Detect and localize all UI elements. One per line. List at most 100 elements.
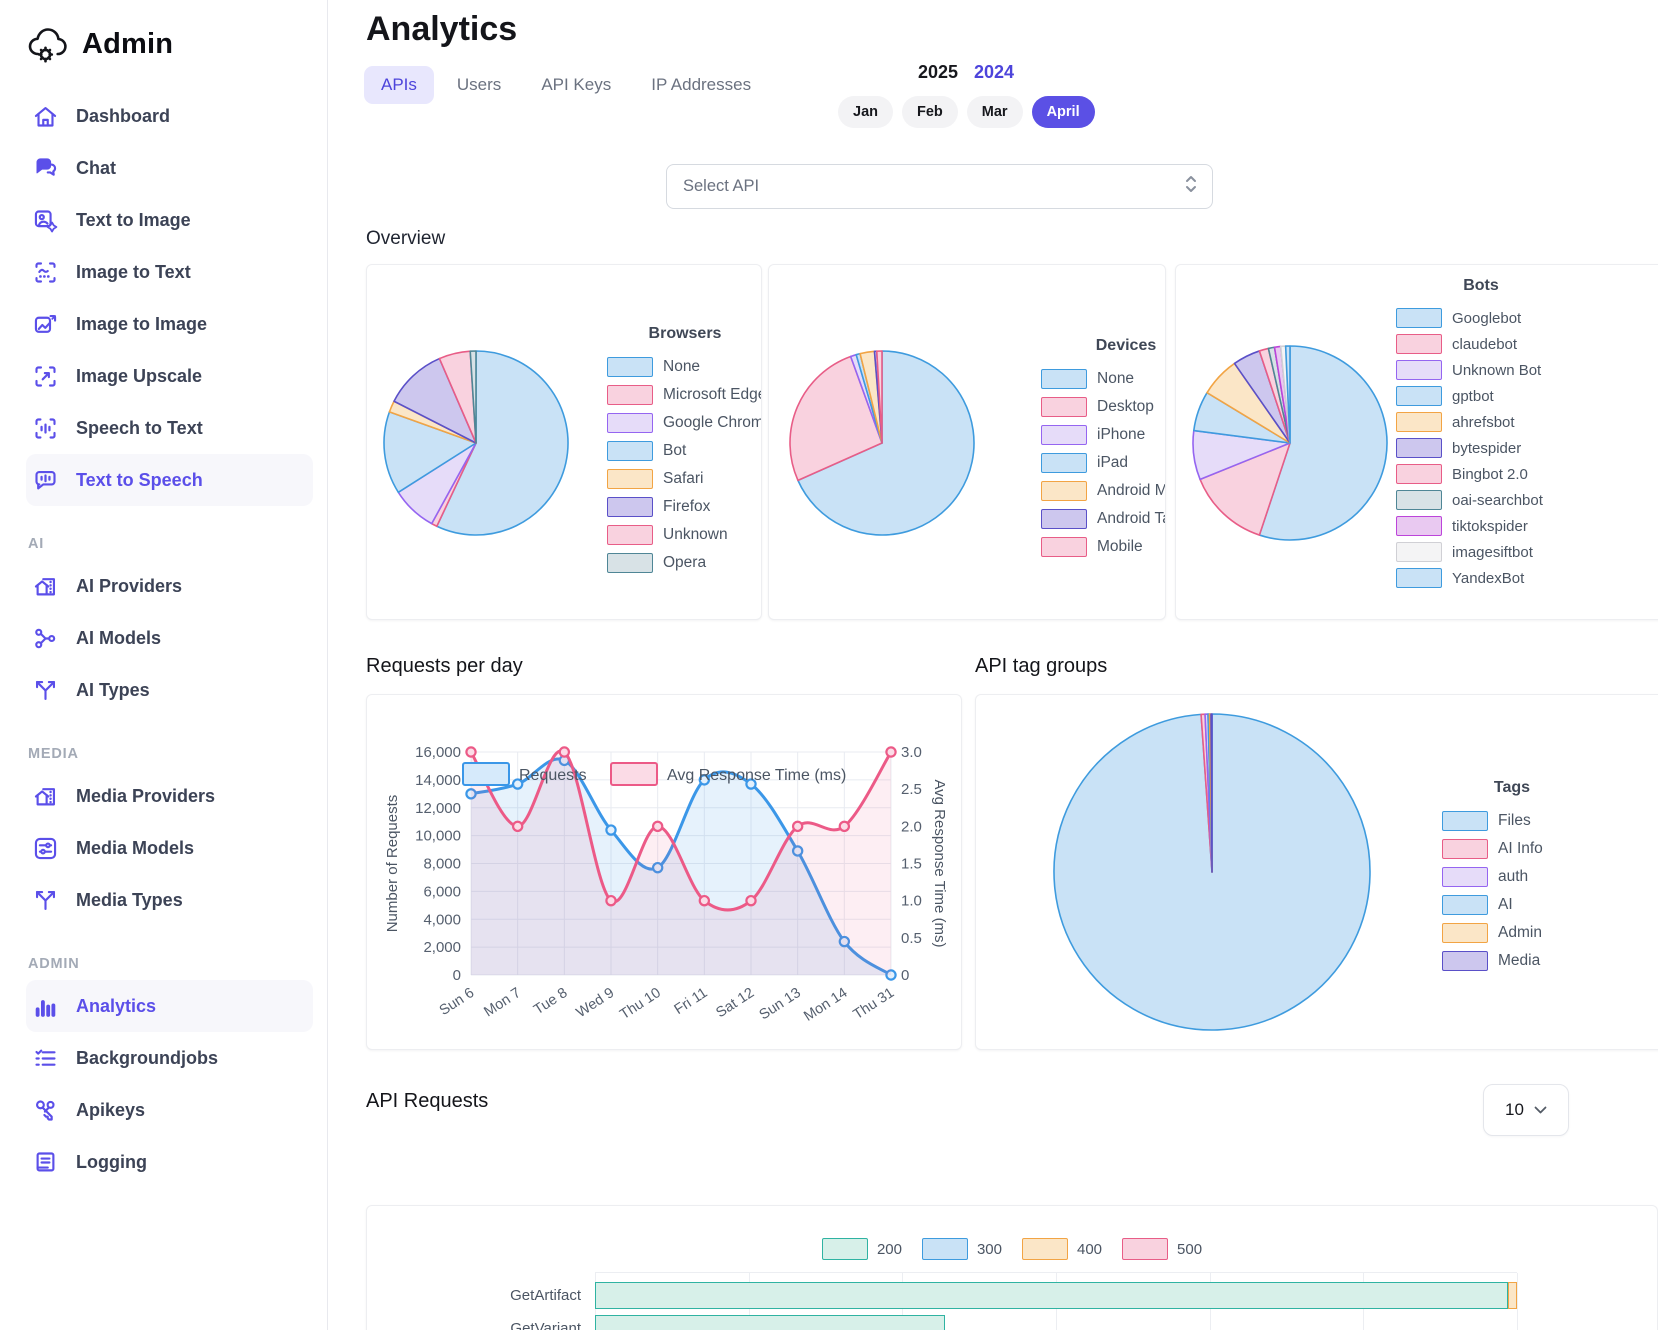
sidebar-item-image-to-image[interactable]: Image to Image (26, 298, 313, 350)
status-legend-200[interactable]: 200 (821, 1238, 902, 1260)
document-icon (32, 1149, 59, 1176)
legend-item-microsoft-edge[interactable]: Microsoft Edge (607, 381, 761, 409)
sidebar-item-dashboard[interactable]: Dashboard (26, 90, 313, 142)
year-2024[interactable]: 2024 (974, 62, 1015, 82)
legend-item-imagesiftbot[interactable]: imagesiftbot (1396, 539, 1566, 565)
sidebar-item-ai-models[interactable]: AI Models (26, 612, 313, 664)
bar-segment-400[interactable] (1507, 1282, 1517, 1309)
svg-text:2,000: 2,000 (423, 939, 461, 956)
legend-item-tiktokspider[interactable]: tiktokspider (1396, 513, 1566, 539)
svg-text:4,000: 4,000 (423, 911, 461, 928)
month-feb[interactable]: Feb (902, 96, 958, 128)
legend-item-yandexbot[interactable]: YandexBot (1396, 565, 1566, 591)
text-to-image-icon (32, 207, 59, 234)
legend-item-android-tablet[interactable]: Android Tablet (1041, 505, 1165, 533)
sidebar-item-text-to-image[interactable]: Text to Image (26, 194, 313, 246)
svg-text:0: 0 (901, 967, 909, 984)
bar-row-label: GetArtifact (510, 1287, 581, 1304)
legend-item-oai-searchbot[interactable]: oai-searchbot (1396, 487, 1566, 513)
legend-swatch-icon (1041, 481, 1087, 501)
legend-swatch-icon (607, 385, 653, 405)
chevron-down-icon (1534, 1106, 1547, 1113)
sidebar-item-speech-to-text[interactable]: Speech to Text (26, 402, 313, 454)
legend-item-unknown-bot[interactable]: Unknown Bot (1396, 357, 1566, 383)
sidebar-item-logging[interactable]: Logging (26, 1136, 313, 1188)
legend-swatch-icon (1041, 453, 1087, 473)
legend-item-media[interactable]: Media (1442, 947, 1582, 975)
legend-swatch-icon (1442, 923, 1488, 943)
image-to-image-icon (32, 311, 59, 338)
legend-item-google-chrome[interactable]: Google Chrome (607, 409, 761, 437)
sidebar-nav: Dashboard Chat Text to Image Image to Te… (26, 90, 313, 1188)
legend-item-googlebot[interactable]: Googlebot (1396, 305, 1566, 331)
legend-item-bingbot-2-0[interactable]: Bingbot 2.0 (1396, 461, 1566, 487)
sidebar-item-text-to-speech[interactable]: Text to Speech (26, 454, 313, 506)
tab-ip-addresses[interactable]: IP Addresses (651, 75, 752, 94)
legend-item-desktop[interactable]: Desktop (1041, 393, 1165, 421)
pie-slice-none (797, 350, 975, 536)
legend-item-ipad[interactable]: iPad (1041, 449, 1165, 477)
keys-icon (32, 1097, 59, 1124)
legend-item-claudebot[interactable]: claudebot (1396, 331, 1566, 357)
legend-swatch-icon (1396, 438, 1442, 458)
legend-item-unknown[interactable]: Unknown (607, 521, 761, 549)
legend-item-android-mobile[interactable]: Android Mobile (1041, 477, 1165, 505)
legend-item-safari[interactable]: Safari (607, 465, 761, 493)
status-legend-400[interactable]: 400 (1022, 1238, 1102, 1260)
sidebar-item-image-to-text[interactable]: Image to Text (26, 246, 313, 298)
legend-item-admin[interactable]: Admin (1442, 919, 1582, 947)
legend-item-mobile[interactable]: Mobile (1041, 533, 1165, 561)
sidebar-item-chat[interactable]: Chat (26, 142, 313, 194)
bar-segment-200[interactable] (595, 1315, 946, 1330)
image-upscale-icon (32, 363, 59, 390)
sidebar-item-media-providers[interactable]: Media Providers (26, 770, 313, 822)
sidebar-item-apikeys[interactable]: Apikeys (26, 1084, 313, 1136)
bar-chart-icon (32, 993, 59, 1020)
sidebar-item-ai-providers[interactable]: AI Providers (26, 560, 313, 612)
api-select[interactable]: Select API (666, 164, 1213, 209)
tab-apis[interactable]: APIs (364, 66, 434, 104)
legend-item-auth[interactable]: auth (1442, 863, 1582, 891)
legend-item-iphone[interactable]: iPhone (1041, 421, 1165, 449)
legend-item-ai-info[interactable]: AI Info (1442, 835, 1582, 863)
status-legend-500[interactable]: 500 (1122, 1238, 1202, 1260)
requests-per-day-heading: Requests per day (366, 655, 523, 677)
legend-item-bytespider[interactable]: bytespider (1396, 435, 1566, 461)
sidebar-item-media-models[interactable]: Media Models (26, 822, 313, 874)
pie-slice-bot (383, 411, 477, 494)
month-selector: Jan Feb Mar April (838, 96, 1095, 128)
legend-swatch-icon (1041, 537, 1087, 557)
building-icon (32, 783, 59, 810)
month-jan[interactable]: Jan (838, 96, 893, 128)
pie-slice-none (436, 350, 569, 536)
svg-text:8,000: 8,000 (423, 856, 461, 873)
gridline (1517, 1273, 1518, 1330)
legend-swatch-icon (821, 1238, 868, 1260)
month-april[interactable]: April (1031, 96, 1095, 128)
svg-text:Mon 7: Mon 7 (481, 985, 524, 1020)
sidebar-item-backgroundjobs[interactable]: Backgroundjobs (26, 1032, 313, 1084)
legend-item-none[interactable]: None (607, 353, 761, 381)
legend-item-ahrefsbot[interactable]: ahrefsbot (1396, 409, 1566, 435)
legend-item-gptbot[interactable]: gptbot (1396, 383, 1566, 409)
legend-item-bot[interactable]: Bot (607, 437, 761, 465)
sidebar-item-media-types[interactable]: Media Types (26, 874, 313, 926)
page-size-select[interactable]: 10 (1483, 1084, 1569, 1136)
year-2025[interactable]: 2025 (917, 62, 958, 82)
legend-item-none[interactable]: None (1041, 365, 1165, 393)
sidebar-item-image-upscale[interactable]: Image Upscale (26, 350, 313, 402)
month-mar[interactable]: Mar (966, 96, 1023, 128)
tab-api-keys[interactable]: API Keys (541, 75, 612, 94)
sidebar-item-analytics[interactable]: Analytics (26, 980, 313, 1032)
legend-item-ai[interactable]: AI (1442, 891, 1582, 919)
legend-item-firefox[interactable]: Firefox (607, 493, 761, 521)
legend-swatch-icon (607, 525, 653, 545)
status-legend-300[interactable]: 300 (921, 1238, 1002, 1260)
legend-item-files[interactable]: Files (1442, 807, 1582, 835)
pie-slice-claudebot (1199, 442, 1291, 536)
legend-item-opera[interactable]: Opera (607, 549, 761, 577)
tab-users[interactable]: Users (456, 75, 502, 94)
bar-segment-200[interactable] (595, 1282, 1508, 1309)
svg-text:0.5: 0.5 (901, 930, 922, 947)
sidebar-item-ai-types[interactable]: AI Types (26, 664, 313, 716)
